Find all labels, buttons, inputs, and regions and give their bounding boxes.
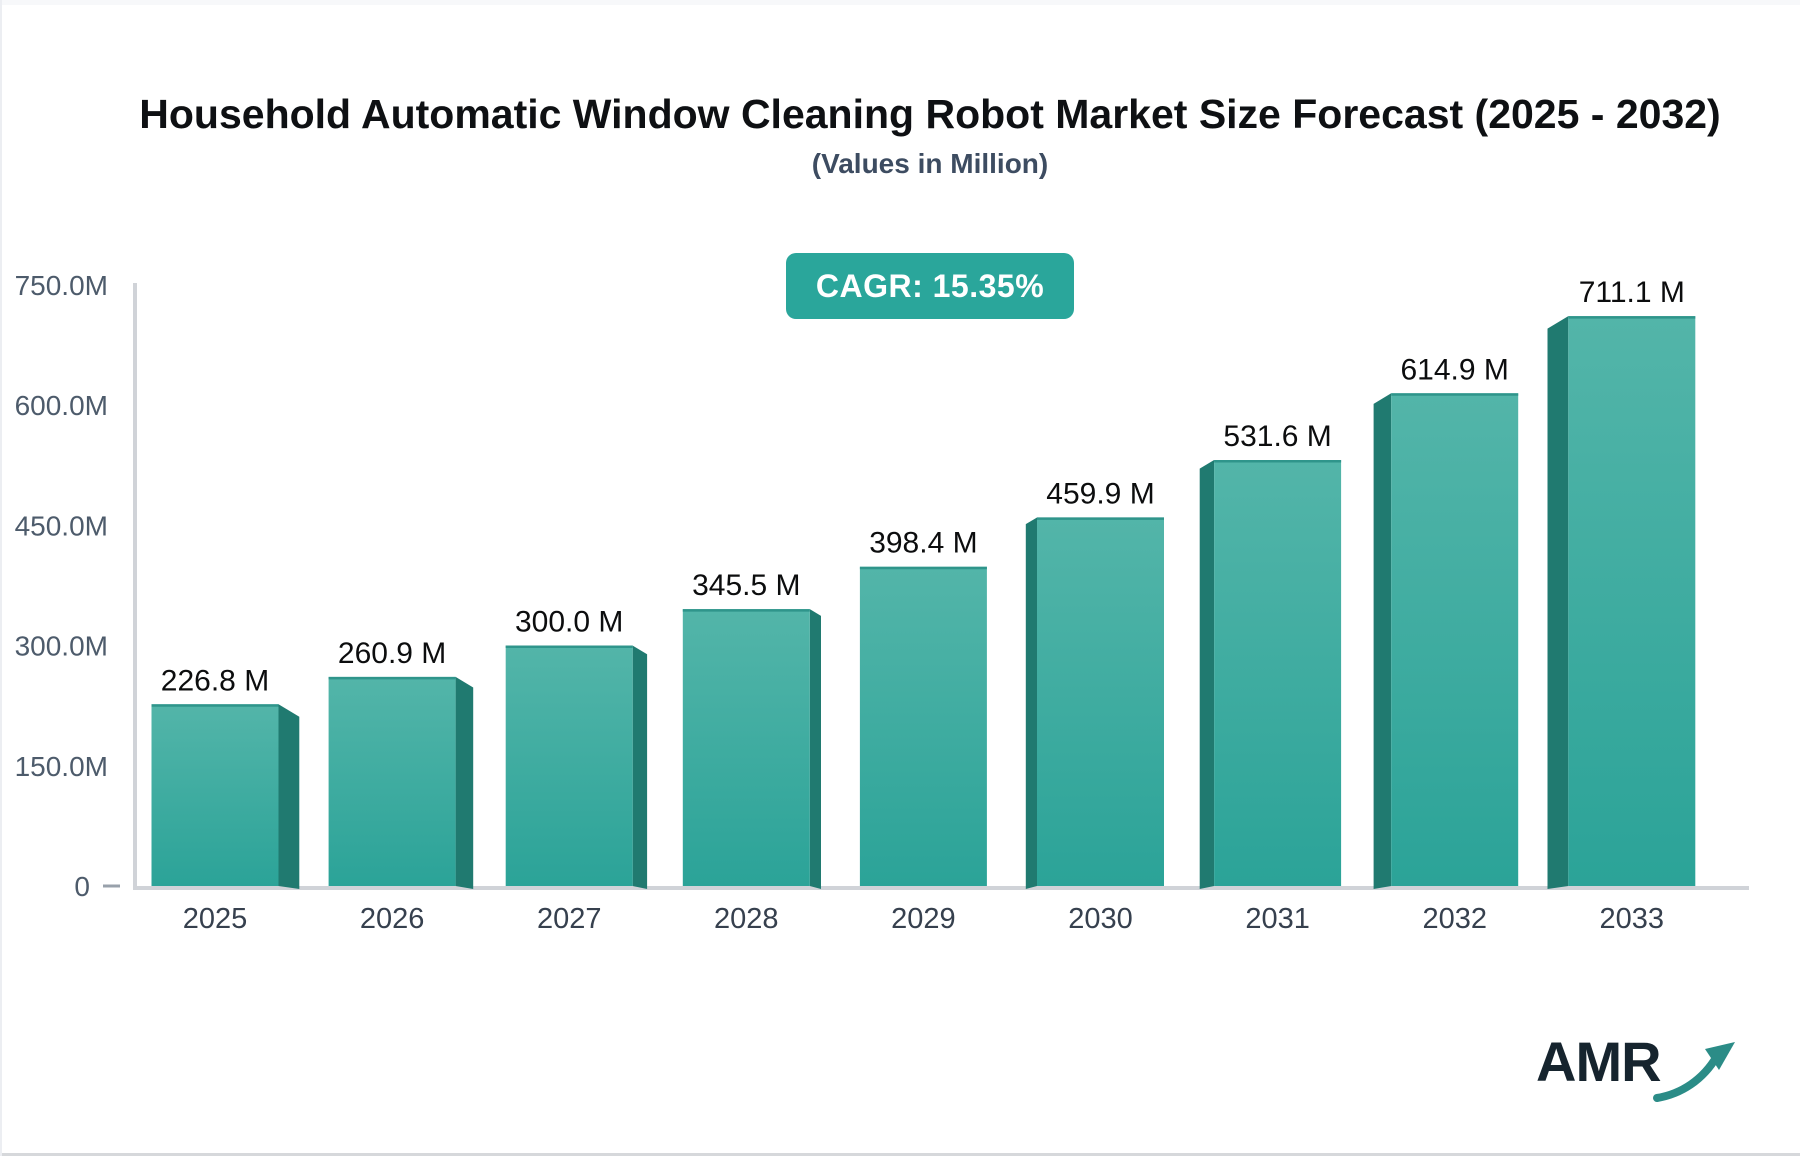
bar-front-face [682,609,810,886]
y-tick-label: 0 [74,871,90,902]
bar-group-2026: 260.9 M 2026 [328,637,474,935]
x-tick-label: 2028 [714,903,779,935]
chart-title: Household Automatic Window Cleaning Robo… [139,91,1721,137]
y-tick-label: 600.0M [15,390,108,421]
y-tick-label: 150.0M [15,751,108,782]
logo-text: AMR [1536,1030,1662,1093]
chart-subtitle: (Values in Million) [811,148,1049,180]
bar-front-face [328,676,456,886]
bar-value-label: 614.9 M [1400,353,1508,386]
bar-group-2029: 398.4 M 2029 [859,527,987,935]
bar-group-2033: 711.1 M 2033 [1547,276,1696,935]
bar-value-label: 226.8 M [161,664,269,697]
bar-value-label: 300.0 M [515,606,623,639]
bar-front-face [151,704,279,886]
page-bottom-edge [2,1153,1800,1156]
amr-logo: AMR [1536,1034,1751,1104]
bar-side-face [1025,517,1037,889]
bar-group-2032: 614.9 M 2032 [1373,353,1519,935]
bar-side-face [455,676,474,889]
bar-side-face [1547,316,1569,889]
bar-group-2030: 459.9 M 2030 [1025,477,1164,935]
x-tick-label: 2029 [891,903,956,935]
y-tick-label: 300.0M [15,631,108,662]
bar-group-2031: 531.6 M 2031 [1199,420,1342,935]
bar-side-face [1199,460,1215,889]
x-tick-label: 2033 [1600,903,1665,935]
bar-front-face [859,566,987,886]
page-top-edge [2,0,1800,5]
bar-front-face [1568,316,1696,886]
bar-front-face [1214,460,1342,886]
bar-group-2027: 300.0 M 2027 [505,606,648,935]
bar-value-label: 459.9 M [1046,477,1154,510]
x-tick-label: 2025 [183,903,248,935]
bar-value-label: 711.1 M [1579,276,1685,309]
bar-side-face [809,609,821,889]
cagr-badge: CAGR: 15.35% [785,253,1075,320]
bar-value-label: 345.5 M [692,569,800,602]
bar-side-face [632,645,648,889]
bar-value-label: 531.6 M [1223,420,1331,453]
x-tick-label: 2032 [1422,903,1487,935]
y-tick-label: 750.0M [15,270,108,301]
chart-header: Household Automatic Window Cleaning Robo… [58,0,1800,320]
bar-front-face [1391,393,1519,886]
bar-group-2028: 345.5 M 2028 [682,569,821,935]
growth-arrow-icon [1652,1042,1735,1102]
bar-front-face [505,645,633,886]
x-tick-label: 2027 [537,903,602,935]
cagr-label: CAGR: 15.35% [815,268,1045,305]
x-tick-label: 2031 [1245,903,1310,935]
bar-value-label: 398.4 M [869,527,977,560]
bar-side-face [1373,393,1392,889]
bar-group-2025: 226.8 M 2025 [151,664,300,935]
x-tick-label: 2030 [1068,903,1133,935]
y-tick-label: 450.0M [15,510,108,541]
bar-side-face [278,704,300,889]
bar-value-label: 260.9 M [338,637,446,670]
x-tick-label: 2026 [360,903,425,935]
bar-front-face [1037,517,1164,886]
